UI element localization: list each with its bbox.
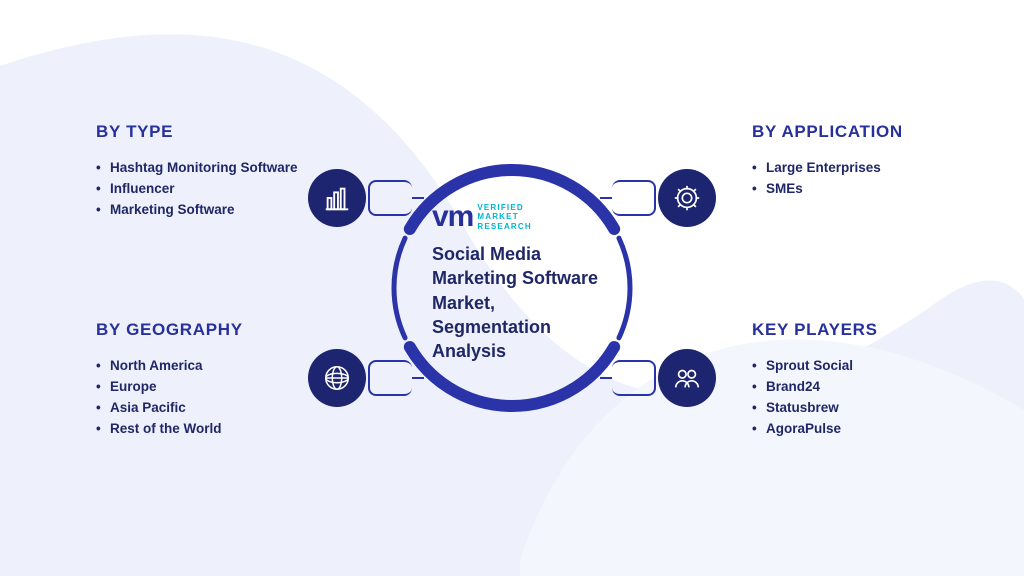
list-item: Marketing Software bbox=[96, 200, 316, 221]
connector-application bbox=[612, 180, 656, 216]
logo-line3: RESEARCH bbox=[477, 222, 532, 231]
connector-type bbox=[368, 180, 412, 216]
logo-text: VERIFIED MARKET RESEARCH bbox=[477, 203, 532, 231]
list-item: AgoraPulse bbox=[752, 419, 972, 440]
center-box: vm VERIFIED MARKET RESEARCH Social Media… bbox=[432, 200, 604, 363]
list-item: Influencer bbox=[96, 179, 316, 200]
heading-application: BY APPLICATION bbox=[752, 122, 972, 142]
connector-type-line bbox=[412, 197, 424, 199]
list-type: Hashtag Monitoring SoftwareInfluencerMar… bbox=[96, 158, 316, 221]
list-item: Statusbrew bbox=[752, 398, 972, 419]
people-icon bbox=[658, 349, 716, 407]
list-item: SMEs bbox=[752, 179, 972, 200]
connector-geography-line bbox=[412, 377, 424, 379]
list-players: Sprout SocialBrand24StatusbrewAgoraPulse bbox=[752, 356, 972, 440]
logo-line1: VERIFIED bbox=[477, 203, 524, 212]
logo-mark: vm bbox=[432, 200, 473, 234]
heading-type: BY TYPE bbox=[96, 122, 316, 142]
section-geography: BY GEOGRAPHY North AmericaEuropeAsia Pac… bbox=[96, 320, 316, 440]
connector-application-line bbox=[600, 197, 612, 199]
list-item: Large Enterprises bbox=[752, 158, 972, 179]
globe-icon bbox=[308, 349, 366, 407]
list-item: Sprout Social bbox=[752, 356, 972, 377]
list-item: Rest of the World bbox=[96, 419, 316, 440]
section-players: KEY PLAYERS Sprout SocialBrand24Statusbr… bbox=[752, 320, 972, 440]
list-item: North America bbox=[96, 356, 316, 377]
list-item: Hashtag Monitoring Software bbox=[96, 158, 316, 179]
list-item: Europe bbox=[96, 377, 316, 398]
gear-icon bbox=[658, 169, 716, 227]
connector-players-line bbox=[600, 377, 612, 379]
logo-line2: MARKET bbox=[477, 212, 518, 221]
heading-geography: BY GEOGRAPHY bbox=[96, 320, 316, 340]
connector-players bbox=[612, 360, 656, 396]
center-title: Social Media Marketing Software Market, … bbox=[432, 242, 604, 363]
list-item: Asia Pacific bbox=[96, 398, 316, 419]
heading-players: KEY PLAYERS bbox=[752, 320, 972, 340]
connector-geography bbox=[368, 360, 412, 396]
list-item: Brand24 bbox=[752, 377, 972, 398]
section-application: BY APPLICATION Large EnterprisesSMEs bbox=[752, 122, 972, 200]
logo: vm VERIFIED MARKET RESEARCH bbox=[432, 200, 604, 234]
section-type: BY TYPE Hashtag Monitoring SoftwareInflu… bbox=[96, 122, 316, 221]
bar-chart-icon bbox=[308, 169, 366, 227]
list-application: Large EnterprisesSMEs bbox=[752, 158, 972, 200]
list-geography: North AmericaEuropeAsia PacificRest of t… bbox=[96, 356, 316, 440]
